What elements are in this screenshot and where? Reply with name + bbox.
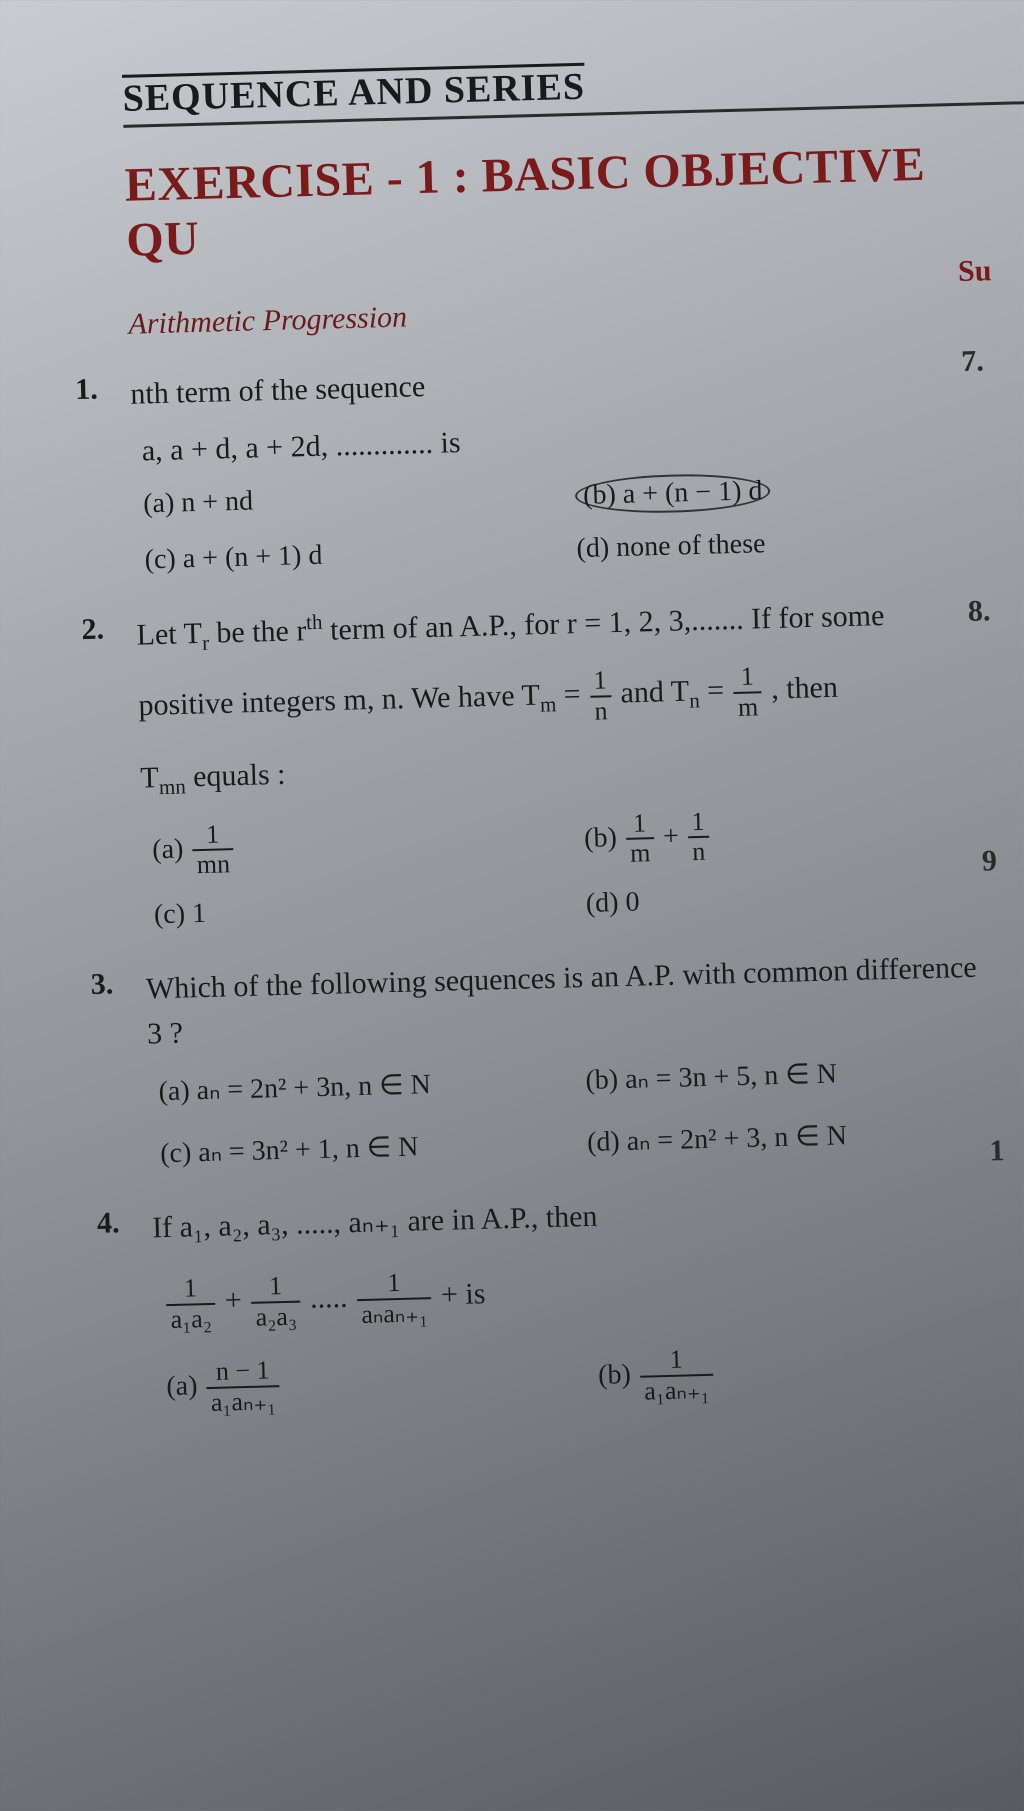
options: (a) aₙ = 2n² + 3n, n ∈ N (b) aₙ = 3n + 5… (158, 1053, 984, 1171)
option-a: (a) n − 1a₁aₙ₊₁ (166, 1349, 559, 1418)
exercise-title: EXERCISE - 1 : BASIC OBJECTIVE QU (124, 136, 961, 268)
question-text-line3: Tmn equals : (140, 734, 975, 804)
question-1: 1. nth term of the sequence a, a + d, a … (130, 350, 969, 576)
question-number: 1. (75, 373, 98, 408)
question-text: If a₁, a₂, a₃, ....., aₙ₊₁ are in A.P., … (152, 1184, 987, 1251)
question-text: Which of the following sequences is an A… (145, 945, 981, 1057)
chapter-title: SEQUENCE AND SERIES (122, 55, 957, 121)
question-2: 2. Let Tr be the rth term of an A.P., fo… (136, 589, 978, 931)
question-number: 3. (90, 967, 113, 1002)
option-a: (a) aₙ = 2n² + 3n, n ∈ N (158, 1064, 556, 1108)
side-number: 9 (981, 844, 997, 878)
option-a: (a) 1mn (152, 812, 545, 881)
option-d: (d) none of these (576, 522, 969, 564)
side-number: 1 (989, 1134, 1005, 1168)
option-a: (a) n + nd (143, 478, 536, 526)
option-b: (b) aₙ = 3n + 5, n ∈ N (585, 1053, 983, 1097)
option-b: (b) a + (n − 1) d (575, 467, 968, 515)
option-c: (c) a + (n + 1) d (144, 534, 537, 576)
side-number: 8. (967, 594, 990, 629)
option-b: (b) 1a₁aₙ₊₁ (597, 1338, 990, 1407)
question-sequence: a, a + d, a + 2d, ............. is (141, 413, 966, 469)
option-c: (c) 1 (154, 889, 547, 931)
question-3: 3. Which of the following sequences is a… (145, 945, 984, 1171)
question-text: Let Tr be the rth term of an A.P., for r… (136, 589, 971, 660)
question-text-line2: positive integers m, n. We have Tm = 1n … (138, 657, 973, 738)
option-b: (b) 1m + 1n (583, 801, 976, 870)
options: (a) n − 1a₁aₙ₊₁ (b) 1a₁aₙ₊₁ (166, 1338, 991, 1419)
expression: 1a₁a₂ + 1a₂a₃ ..... 1aₙaₙ₊₁ + is (163, 1254, 988, 1335)
question-4: 4. If a₁, a₂, a₃, ....., aₙ₊₁ are in A.P… (152, 1184, 991, 1419)
options: (a) n + nd (b) a + (n − 1) d (c) a + (n … (143, 467, 969, 576)
options: (a) 1mn (b) 1m + 1n (c) 1 (d) 0 (152, 801, 979, 932)
side-letter: Su (958, 254, 992, 289)
option-c: (c) aₙ = 3n² + 1, n ∈ N (160, 1126, 558, 1170)
option-d: (d) 0 (585, 878, 978, 920)
question-text: nth term of the sequence (130, 350, 965, 417)
question-number: 4. (97, 1206, 120, 1241)
section-title: Arithmetic Progression (128, 286, 963, 342)
option-d: (d) aₙ = 2n² + 3, n ∈ N (587, 1115, 985, 1159)
question-number: 2. (81, 612, 104, 647)
side-number: 7. (961, 344, 984, 379)
